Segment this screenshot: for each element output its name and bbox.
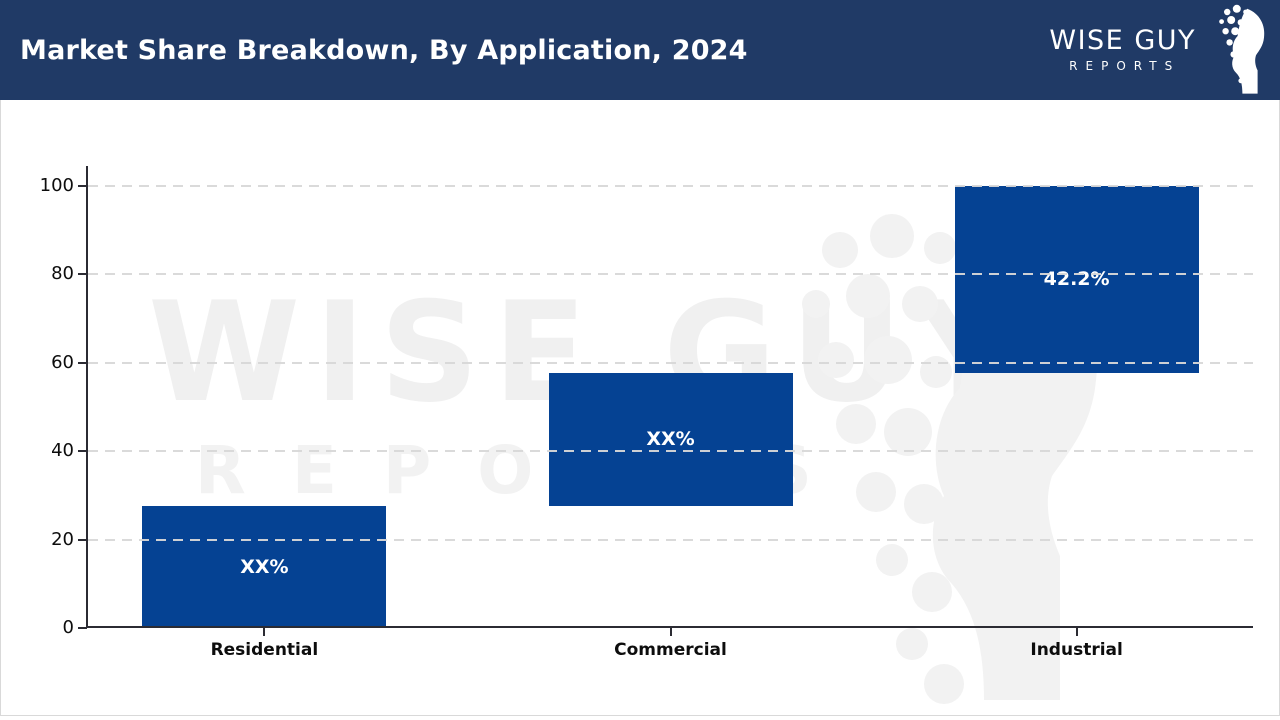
gridline-100	[88, 185, 1253, 187]
y-tick-label-20: 20	[51, 528, 74, 550]
y-tick-80	[78, 273, 87, 276]
dotted-head-icon	[1219, 4, 1265, 94]
bar-commercial: XX%	[548, 372, 793, 506]
x-tick-commercial	[669, 628, 672, 636]
bar-value-label: XX%	[240, 555, 289, 578]
page-title: Market Share Breakdown, By Application, …	[20, 34, 748, 66]
y-tick-100	[78, 185, 87, 187]
x-axis-line	[86, 626, 1253, 628]
bar-value-label: 42.2%	[1043, 268, 1110, 291]
y-tick-label-100: 100	[39, 175, 74, 196]
category-label-residential: Residential	[210, 640, 319, 660]
bar-value-label: XX%	[646, 428, 695, 451]
y-tick-60	[78, 361, 87, 364]
bar-industrial: 42.2%	[954, 186, 1199, 373]
plot-area: XX% XX% 42.2%	[88, 185, 1253, 628]
header-bar: Market Share Breakdown, By Application, …	[0, 0, 1280, 100]
gridline-40	[88, 450, 1253, 453]
y-tick-0	[78, 627, 87, 629]
y-tick-label-80: 80	[51, 263, 74, 285]
gridline-20	[88, 538, 1253, 541]
y-tick-20	[78, 538, 87, 541]
category-label-commercial: Commercial	[614, 640, 727, 660]
logo-wordmark: WISE GUY	[1049, 25, 1196, 56]
gridline-80	[88, 273, 1253, 276]
gridline-60	[88, 361, 1253, 364]
x-tick-industrial	[1075, 628, 1078, 636]
logo-text: WISE GUY REPORTS	[1049, 25, 1196, 74]
category-label-industrial: Industrial	[1030, 640, 1123, 660]
wise-guy-reports-logo: WISE GUY REPORTS	[1028, 4, 1268, 96]
y-tick-label-0: 0	[62, 617, 74, 638]
y-tick-40	[78, 450, 87, 453]
y-axis-line	[86, 166, 88, 628]
bar-residential: XX%	[142, 505, 387, 628]
x-tick-residential	[263, 628, 266, 636]
y-tick-label-60: 60	[51, 351, 74, 373]
y-tick-label-40: 40	[51, 440, 74, 462]
logo-subtitle: REPORTS	[1069, 59, 1181, 73]
